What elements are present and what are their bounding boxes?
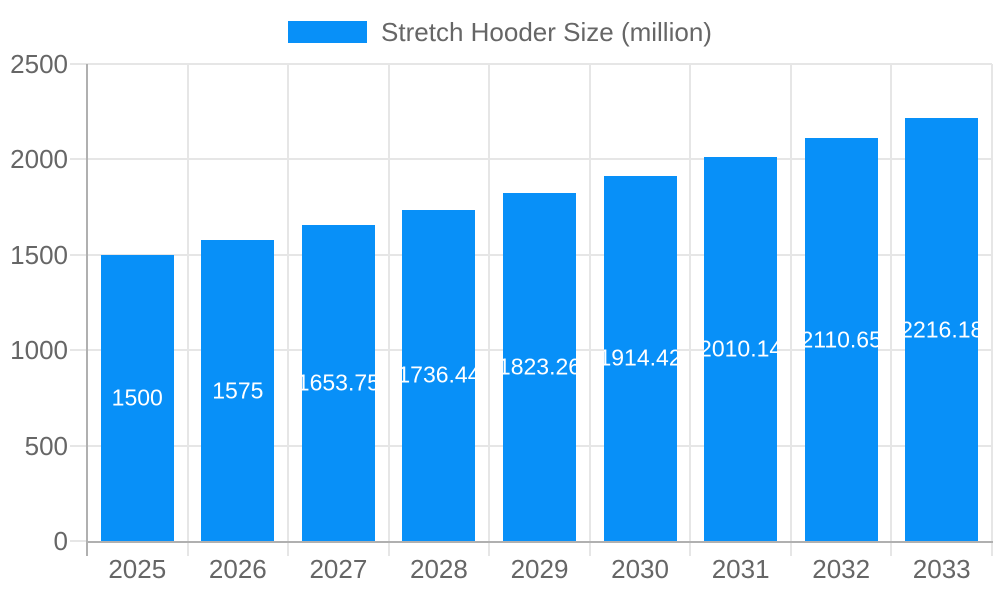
bar: 1823.26: [503, 193, 576, 541]
x-axis-tick: [991, 541, 993, 556]
y-axis-tick: [70, 253, 87, 256]
y-axis-tick: [70, 540, 87, 542]
y-axis-tick: [70, 63, 87, 65]
bar-value-label: 2010.14: [704, 335, 778, 362]
x-axis-tick-label: 2025: [108, 554, 167, 584]
y-axis-tick-label: 1000: [10, 335, 68, 366]
gridline-vertical: [689, 64, 692, 541]
y-axis-tick: [70, 349, 87, 352]
x-axis-tick: [890, 541, 893, 556]
bar-value-label: 1500: [111, 384, 163, 411]
x-axis-tick: [387, 541, 390, 556]
bar: 1736.44: [402, 209, 476, 541]
gridline-vertical: [991, 64, 993, 541]
legend-swatch: [288, 21, 368, 43]
bar-value-label: 1575: [212, 377, 264, 404]
plot-area: 1500 1575 1653.75 1736.44 1823.26 1914.42 2010…: [70, 63, 993, 556]
y-axis-tick-label: 2500: [10, 49, 68, 79]
bar: 1575: [201, 240, 275, 541]
x-axis-tick-label: 2033: [912, 554, 971, 584]
bar: 2010.14: [704, 157, 778, 541]
x-axis-tick-label: 2032: [812, 554, 871, 584]
y-axis-tick-label: 0: [53, 526, 68, 556]
x-axis-tick-label: 2029: [510, 554, 569, 584]
gridline-vertical: [186, 64, 189, 541]
bar-value-label: 2216.18: [905, 316, 979, 343]
y-axis-tick-label: 2000: [10, 144, 68, 175]
x-axis-tick-label: 2027: [309, 554, 368, 584]
bar-value-label: 1914.42: [603, 344, 677, 371]
gridline-horizontal: [87, 63, 992, 65]
bar: 2110.65: [804, 138, 878, 541]
x-axis-tick: [488, 541, 491, 556]
y-axis-tick: [70, 444, 87, 447]
x-axis-tick: [186, 541, 189, 556]
x-axis-tick: [789, 541, 792, 556]
bar-value-label: 1823.26: [503, 353, 576, 380]
legend-label: Stretch Hooder Size (million): [381, 16, 712, 47]
gridline-vertical: [588, 64, 591, 541]
gridline-vertical: [287, 64, 290, 541]
x-axis-tick-label: 2026: [208, 554, 267, 584]
gridline-vertical: [387, 64, 390, 541]
gridline-vertical: [488, 64, 491, 541]
bar: 1914.42: [603, 175, 677, 541]
y-axis-tick-label: 500: [24, 430, 68, 461]
legend-item[interactable]: Stretch Hooder Size (million): [0, 16, 1000, 48]
bar: 2216.18: [905, 118, 979, 541]
gridline-vertical: [789, 64, 792, 541]
bar: 1500: [100, 254, 174, 541]
gridline-horizontal: [87, 158, 992, 161]
x-axis-tick-label: 2031: [711, 554, 770, 584]
x-axis-tick-label: 2030: [611, 554, 669, 584]
y-axis-tick-label: 1500: [10, 239, 68, 270]
bar-value-label: 1736.44: [402, 361, 476, 388]
bar: 1653.75: [301, 225, 375, 541]
bar-value-label: 1653.75: [301, 369, 375, 396]
x-axis-tick: [689, 541, 692, 556]
y-axis-tick: [70, 158, 87, 161]
x-axis-line: [86, 541, 993, 543]
x-axis-tick: [287, 541, 290, 556]
gridline-vertical: [890, 64, 893, 541]
x-axis-tick-label: 2028: [410, 554, 468, 584]
x-axis-tick: [588, 541, 591, 556]
bar-value-label: 2110.65: [804, 326, 878, 353]
y-axis-line: [86, 64, 88, 556]
